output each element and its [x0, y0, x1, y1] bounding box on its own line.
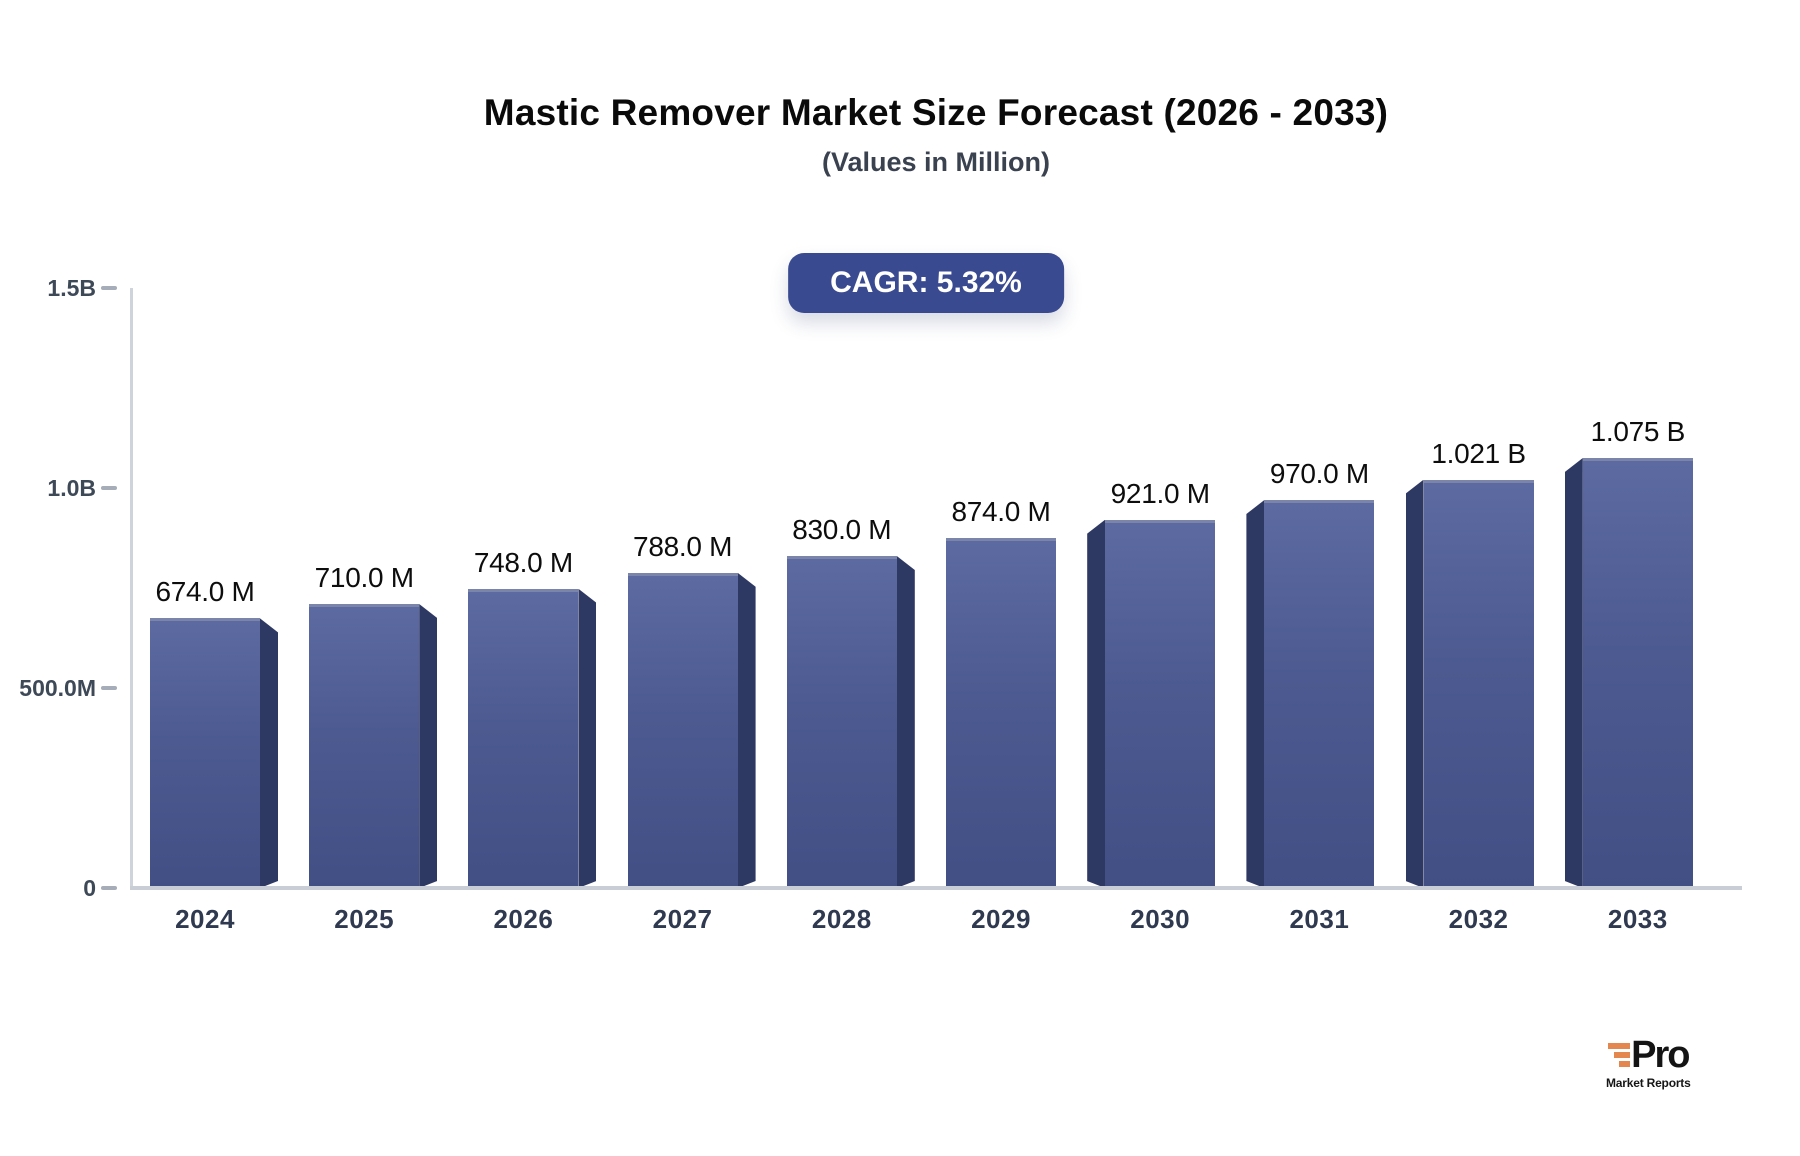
x-tick-label: 2027 — [652, 904, 713, 934]
y-tick-dash — [101, 286, 117, 290]
bar-face — [946, 538, 1056, 888]
y-tick-label: 1.0B — [47, 475, 96, 501]
bar-value-label: 970.0 M — [1269, 458, 1369, 489]
bar-face — [627, 572, 738, 888]
bar-value-label: 748.0 M — [473, 546, 573, 578]
logo-brand-text: Pro — [1631, 1034, 1690, 1076]
logo-bars-icon — [1608, 1043, 1631, 1067]
bar-side-face — [737, 572, 756, 888]
logo-bar-1 — [1608, 1043, 1631, 1049]
x-tick-label: 2028 — [811, 904, 872, 934]
x-tick-label: 2033 — [1607, 904, 1668, 934]
x-tick-label: 2031 — [1289, 904, 1350, 934]
bar-face — [309, 604, 420, 888]
cagr-badge: CAGR: 5.32% — [788, 253, 1064, 313]
bar-value-label: 1.075 B — [1590, 416, 1686, 447]
bar-face — [1105, 519, 1216, 888]
bar-value-label: 788.0 M — [633, 530, 733, 562]
bar-side-face — [896, 556, 915, 888]
bar-value-label: 1.021 B — [1431, 437, 1526, 469]
x-tick-label: 2032 — [1448, 904, 1509, 934]
bar-side-face — [1405, 479, 1424, 888]
bar-side-face — [419, 604, 438, 888]
bar-value-label: 921.0 M — [1110, 477, 1210, 509]
bar-face — [468, 588, 579, 888]
bar-value-label: 874.0 M — [951, 496, 1051, 528]
bar-side-face — [578, 588, 597, 888]
bar-value-label: 710.0 M — [314, 562, 414, 593]
bar-face — [150, 618, 260, 888]
bar-side-face — [1564, 458, 1583, 888]
x-tick-label: 2030 — [1130, 904, 1191, 934]
logo-tagline: Market Reports — [1606, 1076, 1691, 1090]
logo-row: Pro — [1606, 1036, 1691, 1074]
x-tick-label: 2026 — [493, 904, 554, 934]
chart-subtitle: (Values in Million) — [821, 147, 1051, 177]
bar-face — [786, 556, 897, 888]
y-tick-dash — [101, 686, 117, 690]
y-axis-line — [130, 288, 133, 888]
logo-bar-2 — [1614, 1052, 1631, 1058]
bar-face — [1582, 458, 1693, 888]
y-tick-label: 1.5B — [47, 275, 96, 301]
x-tick-label: 2029 — [971, 904, 1031, 934]
x-tick-label: 2025 — [334, 904, 395, 934]
y-tick-dash — [101, 486, 117, 490]
x-axis-baseline — [130, 886, 1742, 890]
x-tick-label: 2024 — [175, 904, 235, 934]
y-tick-dash — [101, 886, 117, 890]
bar-value-label: 830.0 M — [792, 514, 892, 545]
brand-logo: Pro Market Reports — [1606, 1036, 1691, 1090]
bar-face — [1423, 479, 1534, 888]
bar-value-label: 674.0 M — [155, 576, 255, 608]
bar-side-face — [1246, 500, 1265, 888]
y-tick-label: 500.0M — [19, 675, 96, 701]
logo-bar-3 — [1619, 1061, 1631, 1067]
bar-face — [1264, 500, 1375, 888]
bar-side-face — [260, 618, 278, 888]
y-tick-label: 0 — [83, 875, 96, 901]
bar-side-face — [1087, 519, 1106, 888]
page-title: Mastic Remover Market Size Forecast (202… — [483, 92, 1389, 133]
